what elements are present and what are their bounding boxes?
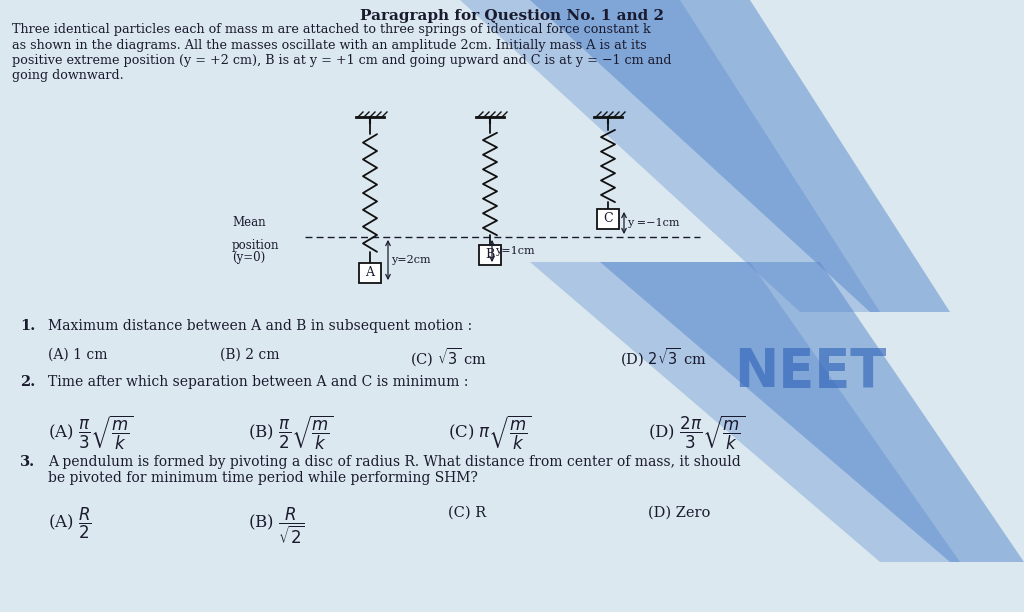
Text: y=1cm: y=1cm [495,246,535,256]
Polygon shape [600,262,1024,562]
Text: C: C [603,212,612,225]
Text: Mean: Mean [232,216,265,229]
Text: (B) $\dfrac{R}{\sqrt{2}}$: (B) $\dfrac{R}{\sqrt{2}}$ [248,506,305,547]
Text: (D) $2\sqrt{3}$ cm: (D) $2\sqrt{3}$ cm [620,346,707,368]
Text: (A) 1 cm: (A) 1 cm [48,348,108,362]
Text: (C) $\sqrt{3}$ cm: (C) $\sqrt{3}$ cm [410,346,487,368]
Text: B: B [485,248,495,261]
Text: going downward.: going downward. [12,70,124,83]
Text: as shown in the diagrams. All the masses oscillate with an amplitude 2cm. Initia: as shown in the diagrams. All the masses… [12,39,646,51]
Text: (D) $\dfrac{2\pi}{3}\sqrt{\dfrac{m}{k}}$: (D) $\dfrac{2\pi}{3}\sqrt{\dfrac{m}{k}}$ [648,414,745,452]
Text: (A) $\dfrac{\pi}{3}\sqrt{\dfrac{m}{k}}$: (A) $\dfrac{\pi}{3}\sqrt{\dfrac{m}{k}}$ [48,414,134,452]
Text: (A) $\dfrac{R}{2}$: (A) $\dfrac{R}{2}$ [48,506,92,541]
Text: 1.: 1. [20,319,35,333]
Polygon shape [530,262,961,562]
Text: be pivoted for minimum time period while performing SHM?: be pivoted for minimum time period while… [48,471,478,485]
Text: y=2cm: y=2cm [391,255,431,265]
Text: (B) $\dfrac{\pi}{2}\sqrt{\dfrac{m}{k}}$: (B) $\dfrac{\pi}{2}\sqrt{\dfrac{m}{k}}$ [248,414,334,452]
Bar [597,209,618,229]
Text: Time after which separation between A and C is minimum :: Time after which separation between A an… [48,375,468,389]
Text: Maximum distance between A and B in subsequent motion :: Maximum distance between A and B in subs… [48,319,472,333]
Text: NEET: NEET [734,346,886,398]
Bar [479,245,501,265]
Text: A pendulum is formed by pivoting a disc of radius R. What distance from center o: A pendulum is formed by pivoting a disc … [48,455,740,469]
Text: positive extreme position (y = +2 cm), B is at y = +1 cm and going upward and C : positive extreme position (y = +2 cm), B… [12,54,672,67]
Text: A: A [366,266,375,280]
Text: Paragraph for Question No. 1 and 2: Paragraph for Question No. 1 and 2 [360,9,664,23]
Bar [359,263,381,283]
Text: Three identical particles each of mass m are attached to three springs of identi: Three identical particles each of mass m… [12,23,650,36]
Polygon shape [460,0,880,312]
Text: 3.: 3. [20,455,35,469]
Text: (D) Zero: (D) Zero [648,506,711,520]
Polygon shape [530,0,950,312]
Text: position: position [232,239,280,252]
Text: 2.: 2. [20,375,35,389]
Text: (y=0): (y=0) [232,251,265,264]
Text: (B) 2 cm: (B) 2 cm [220,348,280,362]
Text: y =−1cm: y =−1cm [627,218,680,228]
Text: (C) R: (C) R [449,506,486,520]
Text: (C) $\pi\sqrt{\dfrac{m}{k}}$: (C) $\pi\sqrt{\dfrac{m}{k}}$ [449,414,531,452]
